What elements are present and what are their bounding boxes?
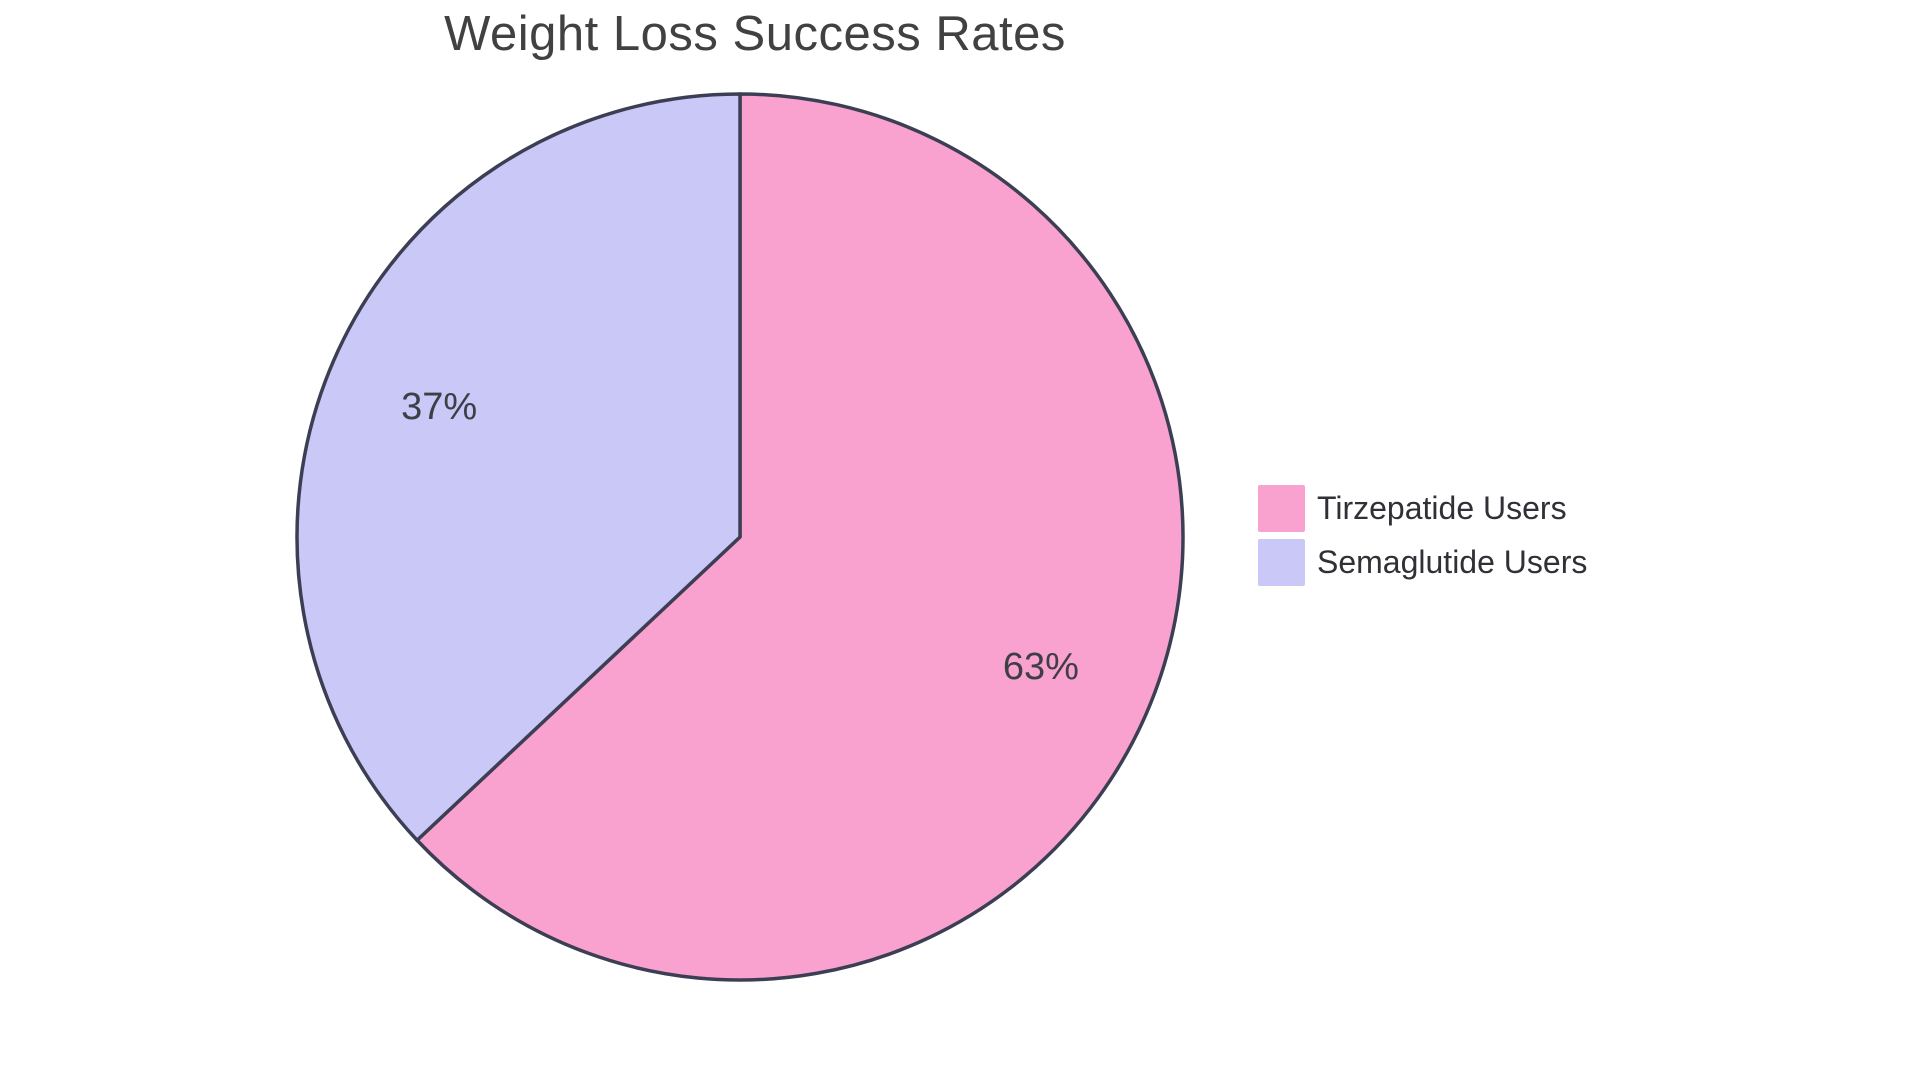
pie-percent-label: 63% xyxy=(1003,646,1079,688)
legend-item-semaglutide: Semaglutide Users xyxy=(1258,539,1587,586)
pie-slice-tirzepatide-users xyxy=(415,92,1185,982)
pie-slice-semaglutide-users xyxy=(295,92,742,842)
legend-item-tirzepatide: Tirzepatide Users xyxy=(1258,485,1587,532)
legend-label-tirzepatide: Tirzepatide Users xyxy=(1317,490,1567,526)
legend: Tirzepatide Users Semaglutide Users xyxy=(1258,485,1587,586)
legend-label-semaglutide: Semaglutide Users xyxy=(1317,544,1588,580)
legend-swatch-tirzepatide xyxy=(1258,485,1305,532)
pie-percent-label: 37% xyxy=(401,386,477,428)
legend-swatch-semaglutide xyxy=(1258,539,1305,586)
chart-title: Weight Loss Success Rates xyxy=(444,7,1066,61)
